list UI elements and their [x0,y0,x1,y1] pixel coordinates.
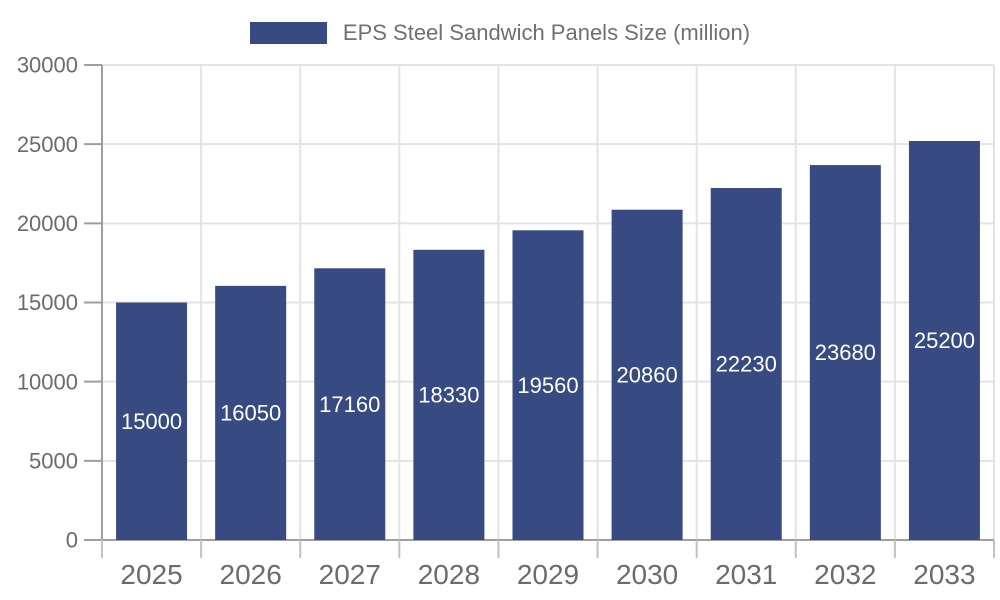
y-axis-tick-label: 20000 [17,211,78,236]
y-axis-tick-label: 5000 [29,449,78,474]
y-axis-tick-label: 0 [66,528,78,553]
x-axis-tick-label: 2033 [913,559,975,590]
bar-2027[interactable] [314,268,386,540]
bar-value-label: 17160 [319,392,380,417]
bar-2033[interactable] [908,141,980,540]
bar-2025[interactable] [116,302,188,541]
bar-value-label: 20860 [617,363,678,388]
x-axis-tick-label: 2025 [120,559,182,590]
x-axis-tick-label: 2028 [418,559,480,590]
x-axis-tick-label: 2029 [517,559,579,590]
bar-2026[interactable] [215,285,287,540]
bar-value-label: 23680 [815,340,876,365]
bar-value-label: 16050 [220,401,281,426]
x-axis-tick-label: 2032 [814,559,876,590]
legend-item[interactable]: EPS Steel Sandwich Panels Size (million) [0,20,1000,46]
bar-value-label: 18330 [418,383,479,408]
x-axis-tick-label: 2027 [319,559,381,590]
y-axis-tick-label: 30000 [17,53,78,78]
legend-swatch [249,22,327,44]
y-axis-tick-label: 15000 [17,290,78,315]
bar-2032[interactable] [809,165,881,541]
x-axis-tick-label: 2026 [220,559,282,590]
y-axis-tick-label: 25000 [17,132,78,157]
bar-2031[interactable] [710,188,782,540]
x-axis-tick-label: 2030 [616,559,678,590]
bar-value-label: 19560 [517,373,578,398]
bar-value-label: 15000 [121,409,182,434]
bar-2029[interactable] [512,230,584,541]
x-axis-tick-label: 2031 [715,559,777,590]
bar-value-label: 25200 [914,328,975,353]
bar-2028[interactable] [413,249,485,540]
bar-value-label: 22230 [716,352,777,377]
y-axis-tick-label: 10000 [17,369,78,394]
bar-2030[interactable] [611,209,683,540]
legend-label: EPS Steel Sandwich Panels Size (million) [342,20,751,45]
